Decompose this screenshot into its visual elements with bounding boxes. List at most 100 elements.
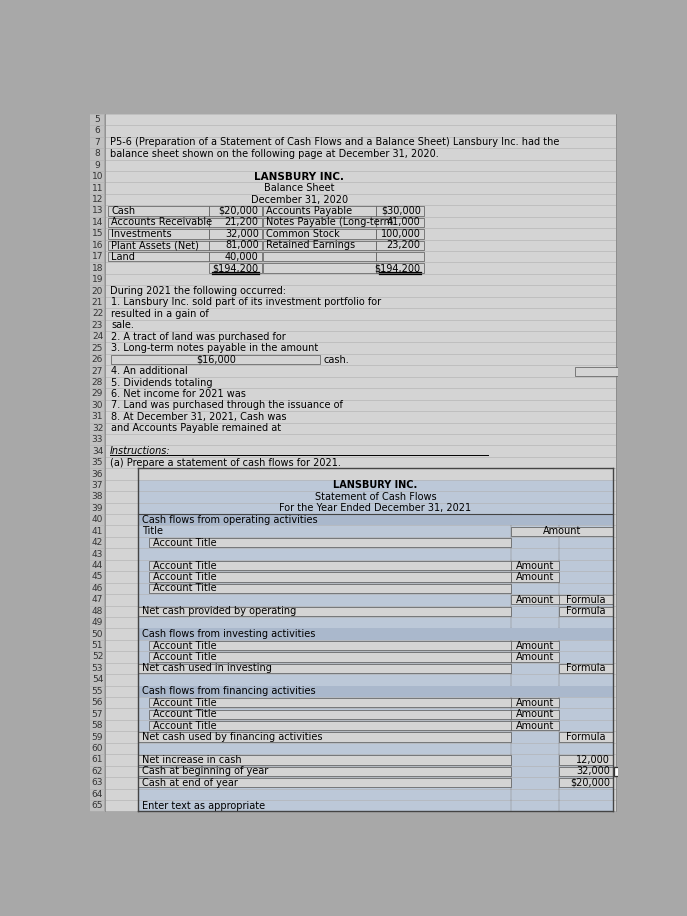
Bar: [105, 697, 616, 708]
Text: 23,200: 23,200: [387, 240, 420, 250]
Bar: [148, 721, 510, 730]
Text: Cash flows from operating activities: Cash flows from operating activities: [142, 515, 318, 525]
Bar: [90, 263, 104, 274]
Bar: [376, 264, 424, 273]
Text: Net increase in cash: Net increase in cash: [142, 755, 242, 765]
Bar: [105, 114, 616, 125]
Text: 41: 41: [92, 527, 103, 536]
Bar: [138, 754, 613, 766]
Bar: [90, 274, 104, 285]
Text: Amount: Amount: [516, 594, 554, 605]
Bar: [105, 708, 616, 720]
Bar: [138, 491, 613, 503]
Bar: [263, 264, 376, 273]
Bar: [510, 710, 559, 719]
Bar: [138, 594, 613, 605]
Text: Common Stock: Common Stock: [267, 229, 340, 239]
Text: Plant Assets (Net): Plant Assets (Net): [111, 240, 199, 250]
Bar: [109, 241, 209, 250]
Bar: [90, 640, 104, 651]
Text: $194,200: $194,200: [212, 263, 259, 273]
Text: Account Title: Account Title: [153, 652, 217, 662]
Bar: [90, 628, 104, 640]
Text: Formula: Formula: [566, 606, 606, 616]
Bar: [105, 720, 616, 731]
Bar: [90, 182, 104, 194]
Bar: [90, 572, 104, 583]
Bar: [105, 766, 616, 777]
Text: Instructions:: Instructions:: [110, 446, 170, 456]
Bar: [105, 743, 616, 754]
Text: Amount: Amount: [516, 721, 554, 731]
Bar: [559, 595, 613, 605]
Text: 10: 10: [92, 172, 103, 181]
Text: 6. Net income for 2021 was: 6. Net income for 2021 was: [111, 389, 247, 399]
Bar: [105, 800, 616, 812]
Bar: [105, 617, 616, 628]
Text: 61: 61: [92, 756, 103, 765]
Text: December 31, 2020: December 31, 2020: [251, 194, 348, 204]
Bar: [138, 731, 613, 743]
Bar: [376, 206, 424, 215]
Text: 65: 65: [92, 802, 103, 810]
Bar: [138, 514, 613, 526]
Bar: [90, 251, 104, 263]
Bar: [138, 628, 613, 640]
Text: Cash: Cash: [111, 206, 135, 216]
Bar: [105, 457, 616, 468]
Bar: [105, 194, 616, 205]
Text: Formula: Formula: [566, 663, 606, 673]
Bar: [105, 285, 616, 297]
Bar: [105, 503, 616, 514]
Text: 28: 28: [92, 378, 103, 387]
Bar: [510, 572, 559, 582]
Text: During 2021 the following occurred:: During 2021 the following occurred:: [110, 286, 286, 296]
Text: 33: 33: [92, 435, 103, 444]
Bar: [105, 514, 616, 526]
Bar: [138, 606, 510, 616]
Bar: [613, 767, 631, 776]
Text: Amount: Amount: [516, 640, 554, 650]
Bar: [105, 308, 616, 320]
Bar: [90, 205, 104, 217]
Bar: [90, 457, 104, 468]
Text: 32: 32: [92, 424, 103, 432]
Bar: [90, 343, 104, 354]
Text: (a) Prepare a statement of cash flows for 2021.: (a) Prepare a statement of cash flows fo…: [110, 458, 341, 467]
Text: 38: 38: [92, 493, 103, 501]
Text: 14: 14: [92, 218, 103, 227]
Text: 2. A tract of land was purchased for: 2. A tract of land was purchased for: [111, 332, 286, 342]
Bar: [109, 218, 209, 227]
Text: 12: 12: [92, 195, 103, 204]
Text: Cash flows from investing activities: Cash flows from investing activities: [142, 629, 316, 639]
Bar: [148, 561, 510, 570]
Text: 32,000: 32,000: [576, 767, 610, 777]
Bar: [105, 560, 616, 572]
Bar: [90, 560, 104, 572]
Text: 22: 22: [92, 310, 103, 319]
Text: 50: 50: [92, 629, 103, 638]
Text: 100,000: 100,000: [381, 229, 420, 239]
Bar: [90, 240, 104, 251]
Text: $194,200: $194,200: [374, 263, 420, 273]
Text: 45: 45: [92, 572, 103, 582]
Bar: [209, 252, 262, 261]
Text: 64: 64: [92, 790, 103, 799]
Text: 48: 48: [92, 606, 103, 616]
Bar: [138, 640, 613, 651]
Text: and Accounts Payable remained at: and Accounts Payable remained at: [111, 423, 282, 433]
Bar: [90, 514, 104, 526]
Bar: [148, 583, 510, 593]
Text: Cash flows from financing activities: Cash flows from financing activities: [142, 686, 316, 696]
Bar: [90, 285, 104, 297]
Bar: [559, 606, 613, 616]
Text: 19: 19: [92, 275, 103, 284]
Bar: [105, 274, 616, 285]
Bar: [90, 125, 104, 136]
Text: 44: 44: [92, 561, 103, 570]
Bar: [376, 218, 424, 227]
Bar: [90, 136, 104, 148]
Bar: [105, 125, 616, 136]
Bar: [90, 388, 104, 399]
Bar: [138, 685, 613, 697]
